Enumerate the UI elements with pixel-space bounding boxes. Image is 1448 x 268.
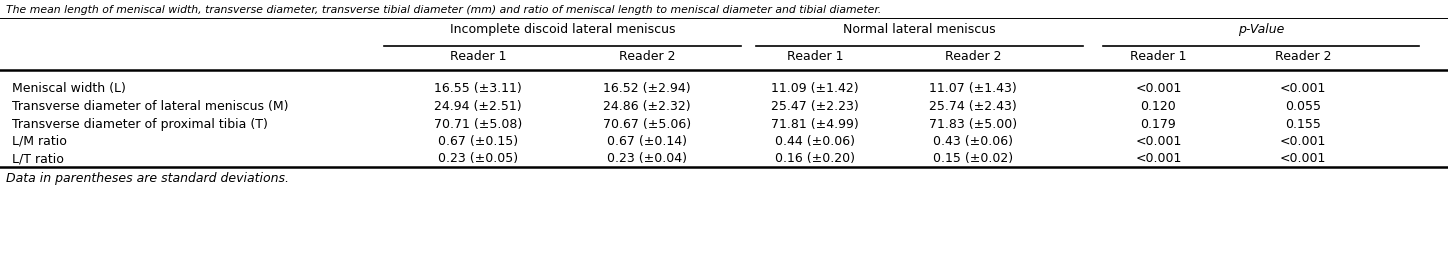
Text: 0.44 (±0.06): 0.44 (±0.06)	[775, 135, 856, 148]
Text: 0.179: 0.179	[1141, 118, 1176, 131]
Text: L/M ratio: L/M ratio	[12, 135, 67, 148]
Text: 0.43 (±0.06): 0.43 (±0.06)	[933, 135, 1014, 148]
Text: 0.120: 0.120	[1141, 100, 1176, 113]
Text: 0.15 (±0.02): 0.15 (±0.02)	[933, 152, 1014, 165]
Text: 11.09 (±1.42): 11.09 (±1.42)	[772, 82, 859, 95]
Text: 11.07 (±1.43): 11.07 (±1.43)	[930, 82, 1016, 95]
Text: Meniscal width (L): Meniscal width (L)	[12, 82, 126, 95]
Text: 70.71 (±5.08): 70.71 (±5.08)	[434, 118, 521, 131]
Text: Normal lateral meniscus: Normal lateral meniscus	[843, 23, 996, 36]
Text: <0.001: <0.001	[1135, 82, 1182, 95]
Text: 25.74 (±2.43): 25.74 (±2.43)	[930, 100, 1016, 113]
Text: Reader 1: Reader 1	[786, 50, 844, 63]
Text: Transverse diameter of lateral meniscus (M): Transverse diameter of lateral meniscus …	[12, 100, 288, 113]
Text: Incomplete discoid lateral meniscus: Incomplete discoid lateral meniscus	[450, 23, 675, 36]
Text: 0.16 (±0.20): 0.16 (±0.20)	[775, 152, 856, 165]
Text: <0.001: <0.001	[1280, 82, 1326, 95]
Text: p-Value: p-Value	[1238, 23, 1284, 36]
Text: 0.055: 0.055	[1286, 100, 1321, 113]
Text: <0.001: <0.001	[1280, 152, 1326, 165]
Text: Reader 2: Reader 2	[944, 50, 1002, 63]
Text: Reader 1: Reader 1	[449, 50, 507, 63]
Text: Reader 1: Reader 1	[1129, 50, 1187, 63]
Text: Reader 2: Reader 2	[618, 50, 676, 63]
Text: 0.23 (±0.05): 0.23 (±0.05)	[437, 152, 518, 165]
Text: 0.155: 0.155	[1286, 118, 1321, 131]
Text: 16.52 (±2.94): 16.52 (±2.94)	[604, 82, 691, 95]
Text: The mean length of meniscal width, transverse diameter, transverse tibial diamet: The mean length of meniscal width, trans…	[6, 5, 882, 15]
Text: Data in parentheses are standard deviations.: Data in parentheses are standard deviati…	[6, 172, 288, 185]
Text: Reader 2: Reader 2	[1274, 50, 1332, 63]
Text: <0.001: <0.001	[1280, 135, 1326, 148]
Text: <0.001: <0.001	[1135, 135, 1182, 148]
Text: <0.001: <0.001	[1135, 152, 1182, 165]
Text: 70.67 (±5.06): 70.67 (±5.06)	[604, 118, 691, 131]
Text: 0.67 (±0.15): 0.67 (±0.15)	[437, 135, 518, 148]
Text: 0.23 (±0.04): 0.23 (±0.04)	[607, 152, 688, 165]
Text: 24.94 (±2.51): 24.94 (±2.51)	[434, 100, 521, 113]
Text: L/T ratio: L/T ratio	[12, 152, 64, 165]
Text: 16.55 (±3.11): 16.55 (±3.11)	[434, 82, 521, 95]
Text: Transverse diameter of proximal tibia (T): Transverse diameter of proximal tibia (T…	[12, 118, 268, 131]
Text: 71.81 (±4.99): 71.81 (±4.99)	[772, 118, 859, 131]
Text: 24.86 (±2.32): 24.86 (±2.32)	[604, 100, 691, 113]
Text: 71.83 (±5.00): 71.83 (±5.00)	[930, 118, 1016, 131]
Text: 0.67 (±0.14): 0.67 (±0.14)	[607, 135, 688, 148]
Text: 25.47 (±2.23): 25.47 (±2.23)	[772, 100, 859, 113]
